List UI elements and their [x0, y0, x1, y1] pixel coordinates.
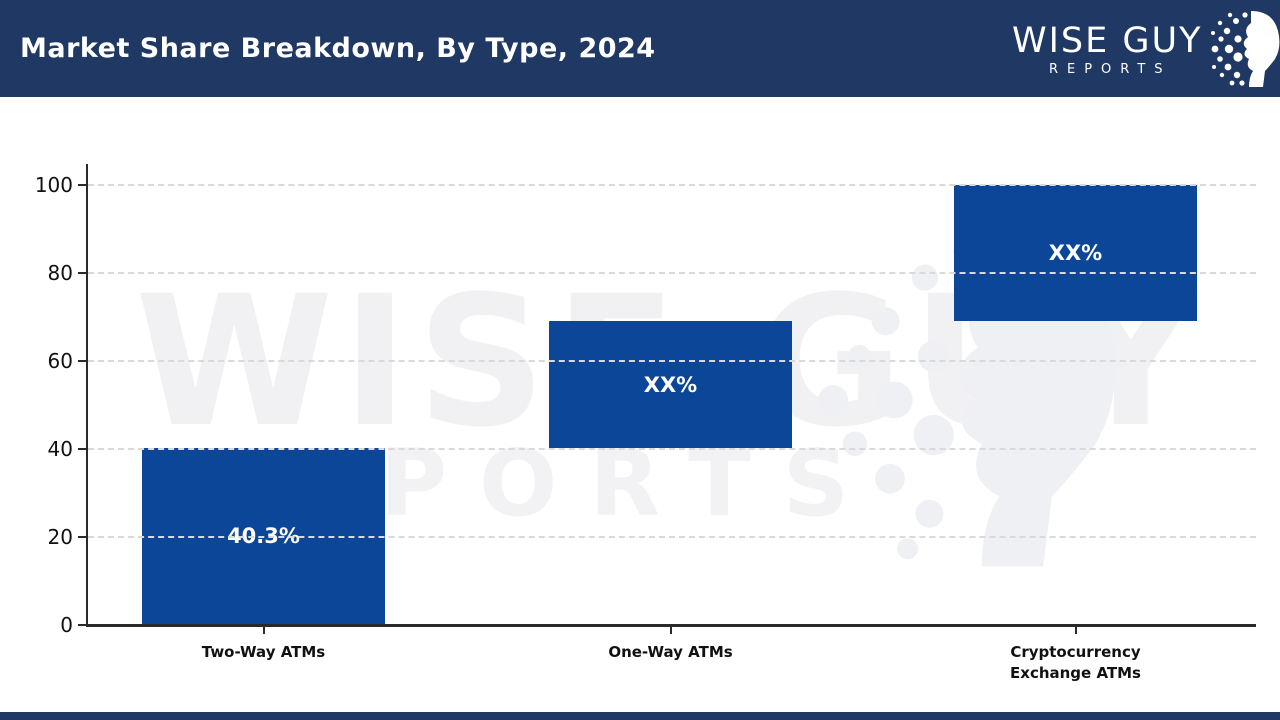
- bar-one-way-atms: XX%: [549, 321, 792, 448]
- y-tick-label-100: 100: [34, 173, 73, 197]
- gridline-40: [88, 448, 1256, 450]
- gridline-100: [88, 184, 1256, 186]
- y-tick-mark-60: [78, 360, 86, 362]
- bar-value-label-one-way-atms: XX%: [643, 372, 698, 397]
- x-tick-mark-cryptocurrency-exchange-atms: [1074, 627, 1077, 634]
- x-tick-mark-one-way-atms: [669, 627, 672, 634]
- y-tick-label-40: 40: [47, 437, 73, 461]
- y-tick-mark-0: [78, 624, 86, 626]
- y-tick-label-20: 20: [47, 525, 73, 549]
- bar-cryptocurrency-exchange-atms: XX%: [954, 185, 1197, 322]
- x-axis-line: [86, 624, 1256, 627]
- x-tick-label-two-way-atms: Two-Way ATMs: [201, 643, 326, 661]
- footer-bar: [0, 712, 1280, 720]
- logo-text: WISE GUY REPORTS: [1012, 22, 1203, 77]
- y-tick-mark-40: [78, 448, 86, 450]
- gridline-80: [88, 272, 1256, 274]
- wise-guy-reports-logo: WISE GUY REPORTS: [1012, 8, 1279, 90]
- y-tick-mark-80: [78, 272, 86, 274]
- logo-reports-text: REPORTS: [1048, 61, 1172, 77]
- y-tick-label-0: 0: [60, 613, 73, 637]
- y-axis-line: [86, 164, 88, 627]
- x-tick-label-cryptocurrency-exchange-atms: Cryptocurrency Exchange ATMs: [1010, 643, 1141, 682]
- y-tick-mark-20: [78, 536, 86, 538]
- logo-face-icon: [1210, 11, 1279, 87]
- x-tick-label-one-way-atms: One-Way ATMs: [608, 643, 733, 661]
- logo-wiseguy-text: WISE GUY: [1012, 20, 1203, 61]
- plot-area: 0 20 40 60 80 100 40.3% Two-Way ATMs XX% One-Way …: [35, 164, 1256, 682]
- bar-value-label-cryptocurrency-exchange-atms: XX%: [1048, 241, 1103, 266]
- page-title: Market Share Breakdown, By Type, 2024: [20, 33, 656, 64]
- gridline-60: [88, 360, 1256, 362]
- y-tick-label-80: 80: [47, 261, 73, 285]
- y-tick-mark-100: [78, 184, 86, 186]
- gridline-20: [88, 536, 1256, 538]
- header-bar: Market Share Breakdown, By Type, 2024 WI…: [0, 0, 1280, 97]
- y-tick-label-60: 60: [47, 349, 73, 373]
- x-tick-mark-two-way-atms: [262, 627, 265, 634]
